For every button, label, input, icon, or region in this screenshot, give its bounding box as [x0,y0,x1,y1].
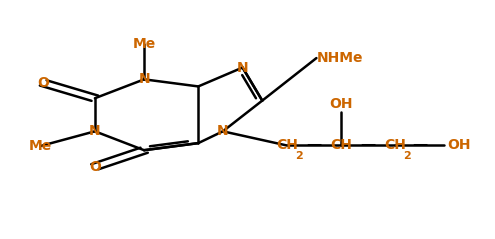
Text: O: O [89,160,101,174]
Text: —: — [306,137,322,152]
Text: 2: 2 [403,151,411,161]
Text: N: N [138,72,150,86]
Text: OH: OH [447,138,470,152]
Text: CH: CH [276,138,298,152]
Text: OH: OH [329,97,353,111]
Text: 2: 2 [296,151,303,161]
Text: N: N [89,124,100,138]
Text: Me: Me [133,37,156,51]
Text: NHMe: NHMe [316,51,363,65]
Text: O: O [37,76,49,90]
Text: CH: CH [384,138,406,152]
Text: —: — [412,137,427,152]
Text: —: — [360,137,376,152]
Text: N: N [237,60,248,75]
Text: Me: Me [29,139,52,153]
Text: N: N [217,124,229,138]
Text: CH: CH [330,138,352,152]
